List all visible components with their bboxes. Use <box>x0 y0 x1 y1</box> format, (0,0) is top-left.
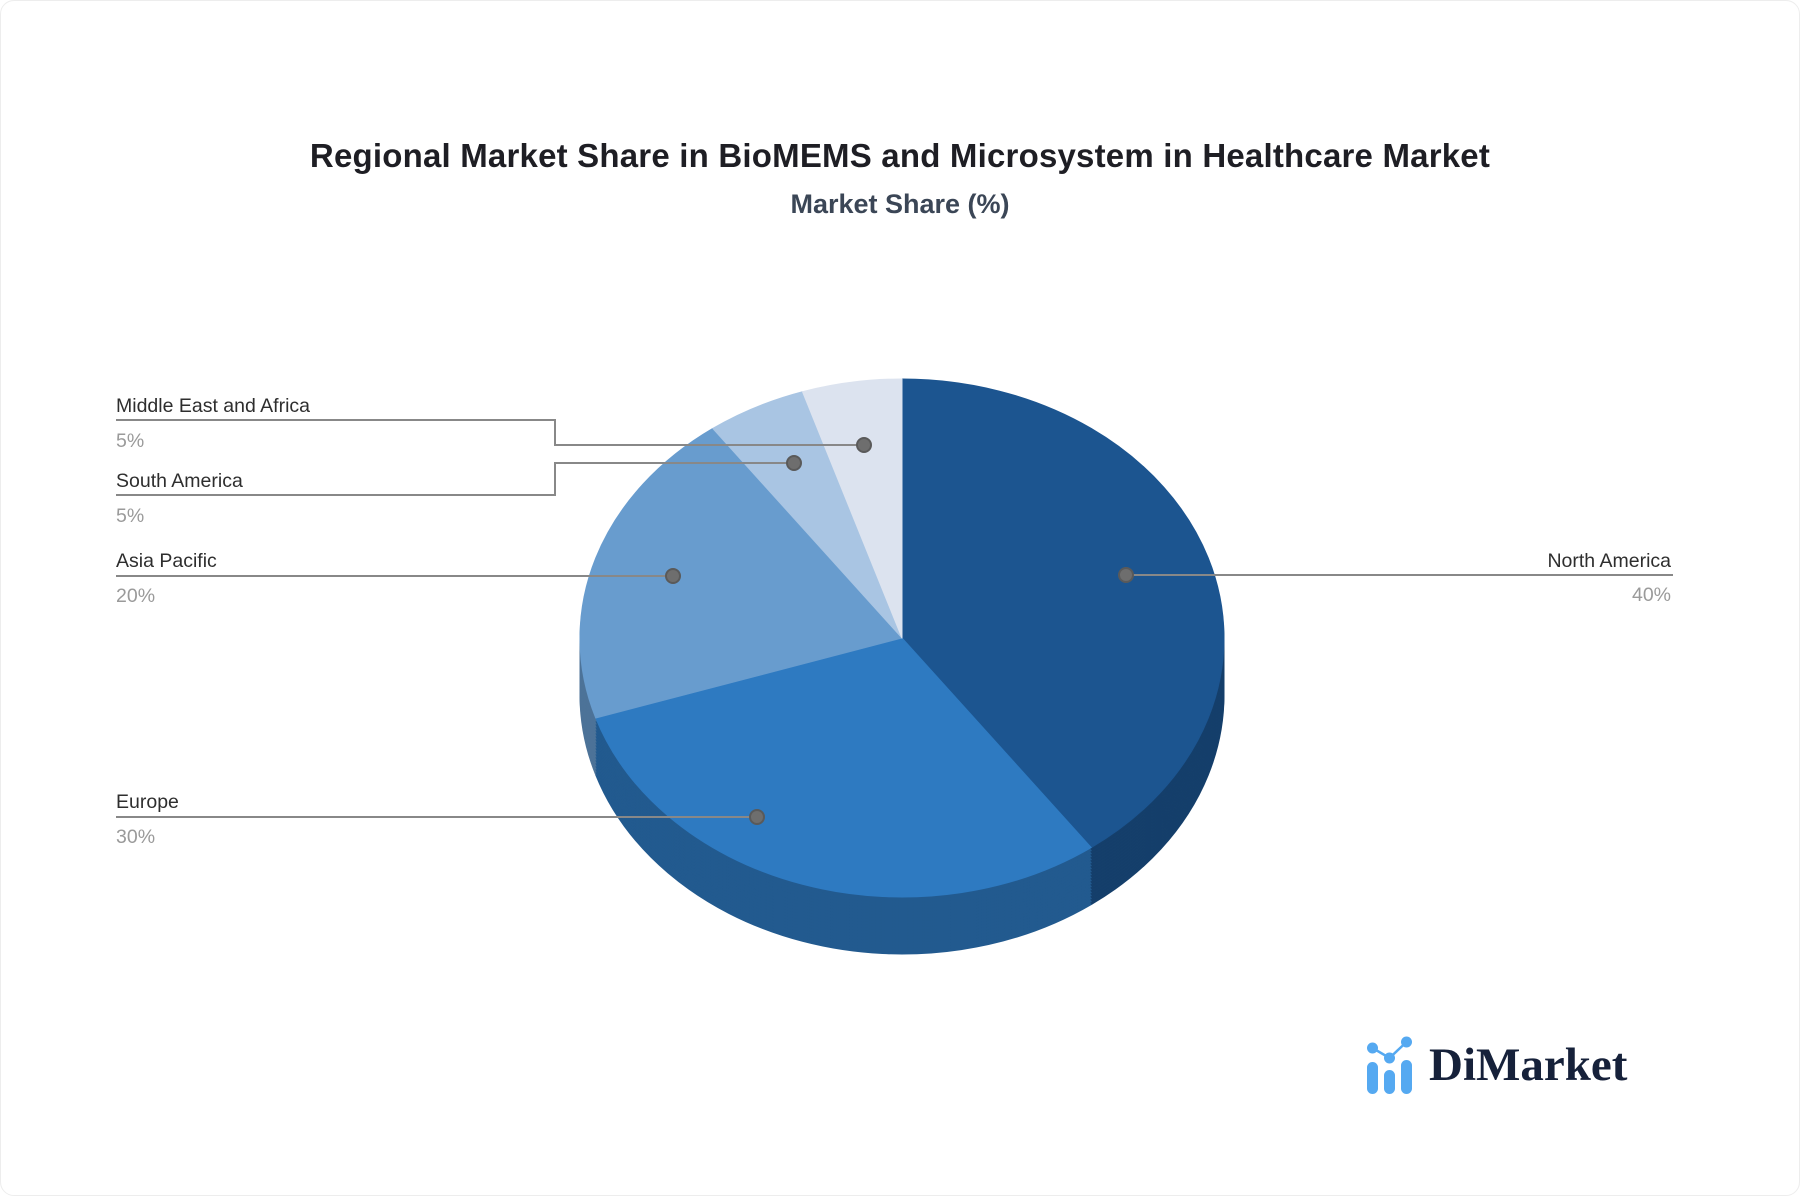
bar-line-chart-logo-icon <box>1367 1036 1412 1094</box>
callout-label-europe: Europe <box>116 791 179 813</box>
leader-dot-middle-east-and-africa <box>856 437 872 453</box>
leader-dot-north-america <box>1118 567 1134 583</box>
callout-value-asia-pacific: 20% <box>116 585 156 607</box>
callout-value-middle-east-and-africa: 5% <box>116 430 145 452</box>
callout-label-asia-pacific: Asia Pacific <box>116 550 217 572</box>
leader-dot-europe <box>749 809 765 825</box>
callout-label-middle-east-and-africa: Middle East and Africa <box>116 395 311 417</box>
callout-value-north-america: 40% <box>1631 584 1671 606</box>
callout-value-europe: 30% <box>116 826 156 848</box>
pie-slice-asia-pacific <box>579 427 903 719</box>
chart-subtitle: Market Share (%) <box>790 189 1010 219</box>
pie-slice-middle-east-and-africa <box>801 378 903 639</box>
pie-3d-body <box>579 378 1225 955</box>
chart-title: Regional Market Share in BioMEMS and Mic… <box>309 137 1491 174</box>
callout-label-north-america: North America <box>1547 550 1671 572</box>
pie-slice-north-america <box>901 378 1225 849</box>
callout-leader-lines <box>116 419 1673 825</box>
leader-dot-asia-pacific <box>665 568 681 584</box>
callout-label-south-america: South America <box>116 470 243 492</box>
leader-line-middle-east-and-africa <box>116 419 864 446</box>
logo-text: DiMarket <box>1429 1039 1628 1091</box>
callout-value-south-america: 5% <box>116 505 145 527</box>
dimarket-logo: DiMarket <box>1364 1035 1627 1095</box>
leader-dot-south-america <box>786 455 802 471</box>
pie-slice-europe <box>595 637 1092 898</box>
leader-line-south-america <box>116 462 794 496</box>
